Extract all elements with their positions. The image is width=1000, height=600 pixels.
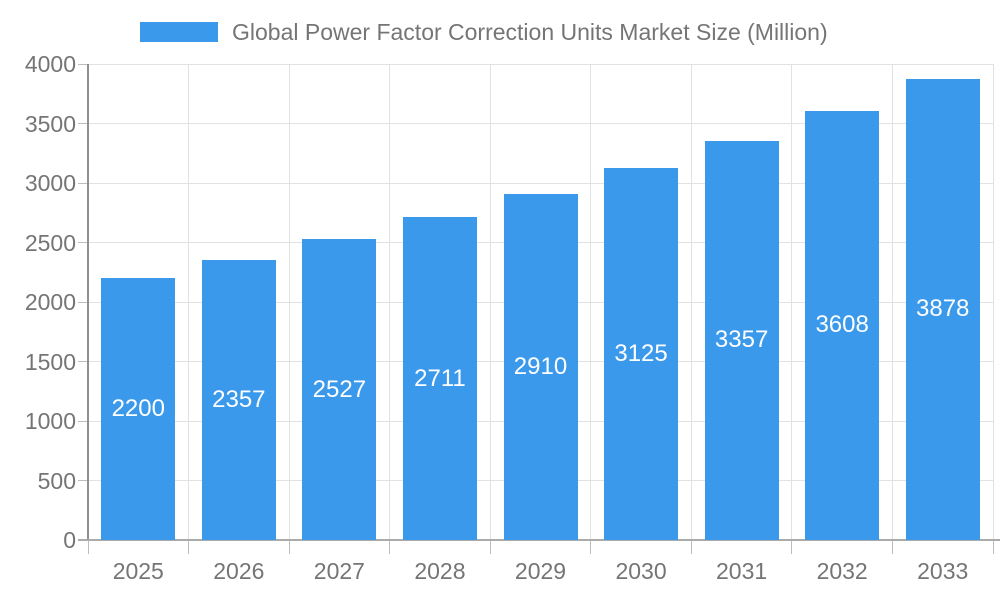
y-gridline [88,182,993,184]
bar-value-label: 2910 [513,352,568,380]
x-gridline [891,64,893,540]
y-axis-tick [78,182,88,184]
x-gridline [791,64,793,540]
x-axis-tick [389,540,391,554]
bar[interactable] [604,168,679,540]
x-axis-tick [791,540,793,554]
x-gridline [690,64,692,540]
x-gridline [590,64,592,540]
bar-value-label: 2200 [111,395,165,423]
y-axis-label: 500 [37,467,76,494]
x-axis-label: 2032 [816,558,868,584]
y-axis-label: 3000 [24,170,76,196]
x-axis-tick [288,540,290,554]
x-gridline [389,64,391,540]
y-axis-label: 2500 [24,229,76,256]
y-axis-label: 0 [63,527,76,553]
x-axis-label: 2029 [514,558,567,584]
y-axis-label: 3500 [24,110,76,137]
x-gridline [992,64,994,540]
bar-value-label: 3357 [714,326,769,354]
y-axis-line [87,64,89,540]
x-axis-tick [489,540,491,554]
x-axis-label: 2027 [313,558,365,584]
y-axis-tick [78,63,88,65]
x-axis-tick [690,540,692,554]
y-gridline [88,123,993,124]
bar-value-label: 2357 [212,385,266,413]
bar[interactable] [503,193,578,540]
bar[interactable] [402,217,477,540]
legend-label: Global Power Factor Correction Units Mar… [232,18,828,45]
y-axis-label: 1500 [24,348,76,375]
bar[interactable] [704,140,779,540]
bar-value-label: 2527 [312,375,367,403]
y-axis-label: 2000 [24,289,76,315]
bar-value-label: 3608 [815,311,869,339]
x-axis-label: 2026 [213,558,265,584]
x-gridline [489,64,491,540]
y-axis-label: 4000 [24,51,76,77]
bar[interactable] [101,278,176,540]
x-axis-label: 2030 [615,558,667,584]
bar-value-label: 3125 [614,340,668,368]
x-axis-line [78,539,1000,541]
x-gridline [188,64,190,540]
legend-swatch-icon [140,22,218,42]
y-axis-label: 1000 [24,408,76,434]
bar[interactable] [805,110,880,540]
x-gridline [288,64,290,540]
legend-item[interactable]: Global Power Factor Correction Units Mar… [140,18,828,45]
bar[interactable] [201,259,276,540]
y-gridline [88,63,993,65]
y-axis-tick [78,301,88,303]
y-axis-tick [78,242,88,243]
x-axis-label: 2033 [917,558,969,584]
x-axis-label: 2028 [414,558,466,584]
bar[interactable] [302,239,377,540]
x-axis-tick [992,540,994,554]
bar[interactable] [905,78,980,540]
bar-value-label: 2711 [414,364,466,392]
y-axis-tick [78,361,88,362]
x-axis-label: 2031 [716,558,768,584]
x-axis-tick [87,540,89,554]
y-axis-tick [78,123,88,124]
y-axis-tick [78,420,88,422]
x-axis-label: 2025 [112,558,164,584]
y-axis-tick [78,480,88,481]
x-axis-tick [590,540,592,554]
x-axis-tick [188,540,190,554]
x-axis-tick [891,540,893,554]
bar-value-label: 3878 [916,295,970,323]
